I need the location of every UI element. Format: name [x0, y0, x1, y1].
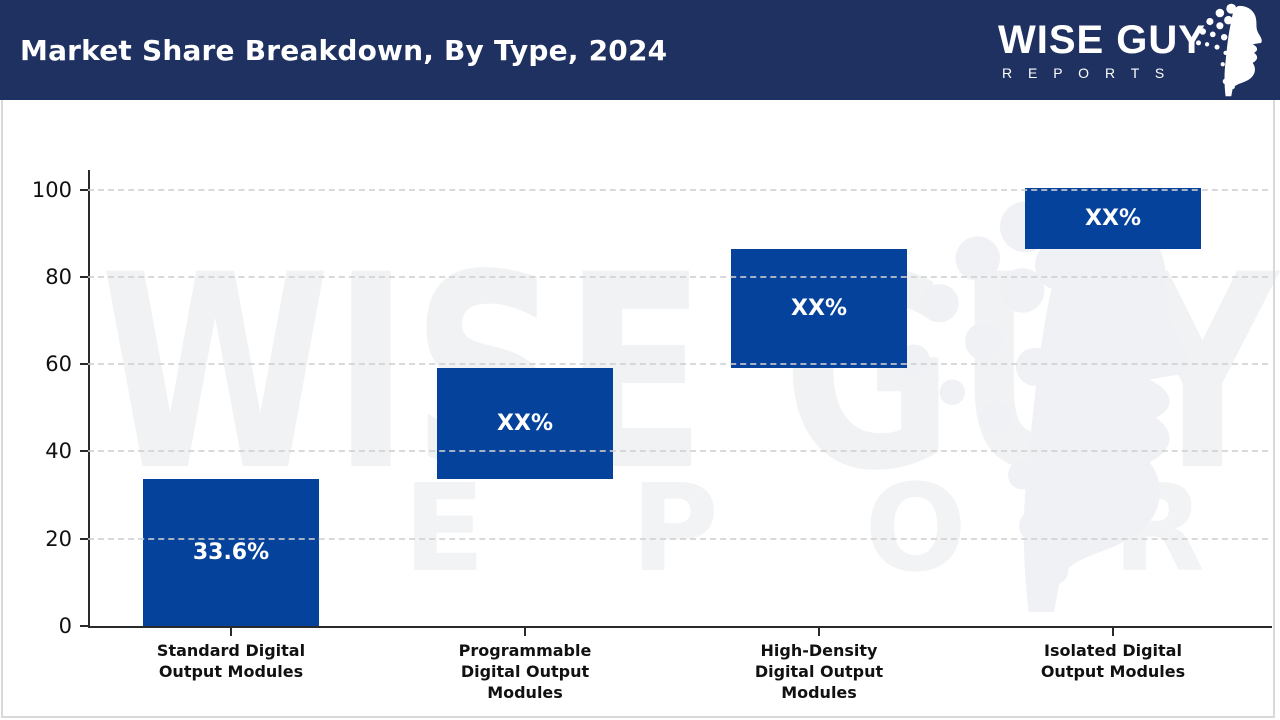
x-axis-category-line: Programmable	[458, 641, 592, 660]
brand-subtitle: R E P O R T S	[1001, 64, 1171, 81]
x-axis-category-line: Output Modules	[158, 662, 304, 681]
x-axis-tick-mark	[524, 628, 526, 636]
y-gridline	[88, 275, 1268, 278]
y-axis-tick-label: 100	[31, 177, 72, 202]
bar	[143, 479, 319, 626]
bar	[1025, 187, 1201, 249]
y-axis-tick-label: 60	[45, 352, 72, 377]
bar-value-label: 33.6%	[192, 540, 270, 566]
y-gridline	[88, 188, 1268, 191]
x-axis-category-line: Standard Digital	[156, 641, 306, 660]
brand-name: WISE GUY	[997, 17, 1206, 62]
bar-value-label: XX%	[1085, 205, 1141, 231]
x-axis-tick-mark	[230, 628, 232, 636]
y-axis-tick-mark	[80, 537, 88, 540]
x-axis-category-label: High-Density Digital Output Modules	[689, 640, 949, 703]
y-axis-line	[88, 170, 90, 626]
y-axis-tick-mark	[80, 625, 88, 627]
x-axis-category-line: Output Modules	[1040, 662, 1186, 681]
x-axis-category-line: High-Density	[760, 641, 878, 660]
x-axis-category-line: Modules	[781, 683, 857, 702]
bar-value-label: XX%	[791, 295, 847, 321]
y-gridline	[88, 537, 1268, 540]
bar	[437, 367, 613, 480]
y-axis-tick-label: 80	[45, 264, 72, 289]
x-axis-category-label: Standard Digital Output Modules	[101, 640, 361, 682]
y-gridline	[88, 363, 1268, 366]
wise-guy-face-icon	[1196, 3, 1262, 97]
x-axis-tick-mark	[1112, 628, 1114, 636]
x-axis-tick-mark	[818, 628, 820, 636]
chart-title: Market Share Breakdown, By Type, 2024	[20, 33, 668, 67]
y-axis-tick-mark	[80, 450, 88, 453]
y-gridline	[88, 450, 1268, 453]
header-bar: Market Share Breakdown, By Type, 2024 WI…	[0, 0, 1280, 100]
bar-value-label: XX%	[497, 411, 553, 437]
y-axis-tick-label: 0	[58, 614, 72, 638]
y-axis-tick-label: 20	[45, 526, 72, 551]
x-axis-category-line: Isolated Digital	[1044, 641, 1182, 660]
x-axis-line	[88, 626, 1272, 628]
y-axis-tick-mark	[80, 363, 88, 366]
brand-logo: WISE GUY R E P O R T S	[998, 3, 1264, 97]
x-axis-category-line: Digital Output	[754, 662, 884, 681]
x-axis-category-line: Digital Output	[460, 662, 590, 681]
bar	[731, 248, 907, 368]
plot-area: 0 20 40 60 80 100 33.6% Standard Digital Output …	[0, 100, 1280, 720]
y-axis-tick-mark	[80, 275, 88, 278]
y-axis-tick-label: 40	[45, 439, 72, 464]
x-axis-category-line: Modules	[487, 683, 563, 702]
x-axis-category-label: Isolated Digital Output Modules	[983, 640, 1243, 682]
y-axis-tick-mark	[80, 188, 88, 191]
x-axis-category-label: Programmable Digital Output Modules	[395, 640, 655, 703]
